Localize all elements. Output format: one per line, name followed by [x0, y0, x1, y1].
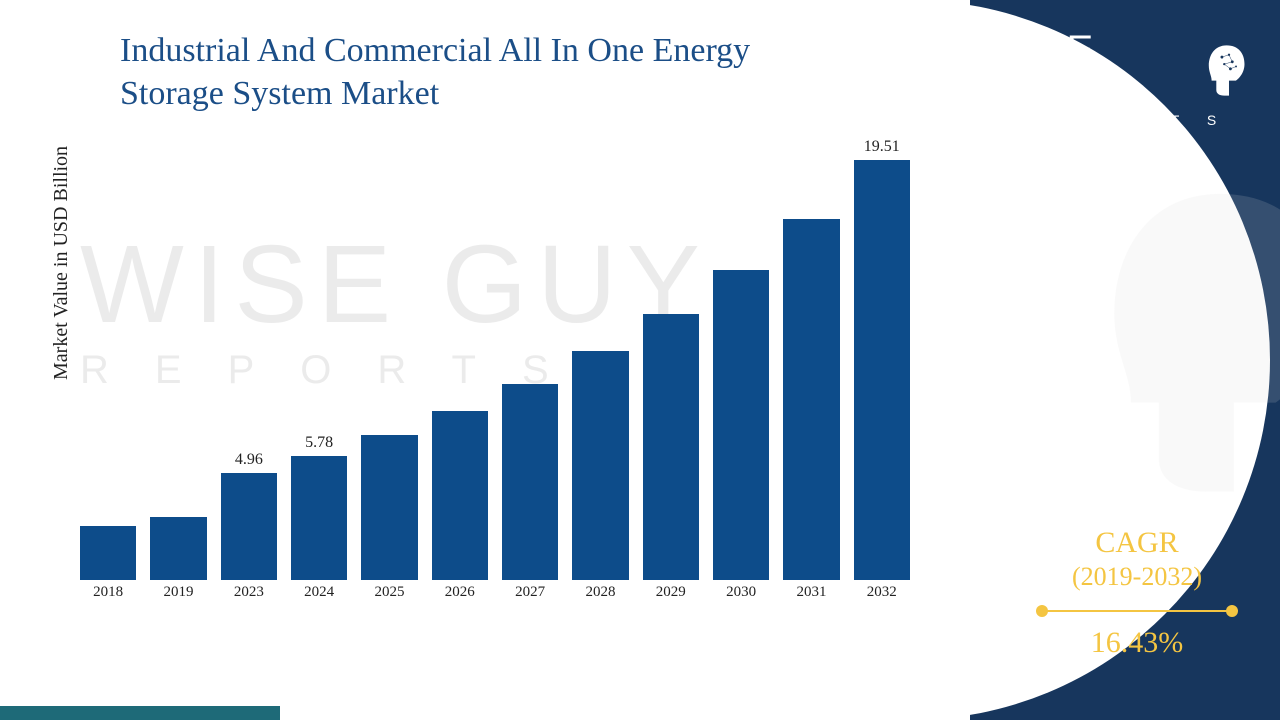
bar-wrap [150, 495, 206, 581]
cagr-title: CAGR [1022, 526, 1252, 560]
chart-title: Industrial And Commercial All In One Ene… [120, 30, 760, 115]
bar [854, 160, 910, 580]
x-axis-labels: 2018 2019 2023 2024 2025 2026 2027 2028 2029 2030… [80, 584, 910, 601]
x-tick-label: 2023 [221, 584, 277, 601]
bar [361, 435, 417, 580]
bar [783, 219, 839, 580]
y-axis-label: Market Value in USD Billion [50, 146, 73, 380]
x-tick-label: 2031 [783, 584, 839, 601]
logo-main-row: WISE GUY [982, 30, 1252, 110]
x-tick-label: 2018 [80, 584, 136, 601]
bar [150, 517, 206, 581]
bar [713, 270, 769, 580]
bar-wrap: 4.96 [221, 451, 277, 580]
bar-value-label: 4.96 [235, 451, 263, 469]
x-tick-label: 2025 [361, 584, 417, 601]
bar [221, 473, 277, 580]
bar [432, 411, 488, 580]
bar [80, 526, 136, 580]
x-tick-label: 2027 [502, 584, 558, 601]
bar-wrap: 5.78 [291, 434, 347, 580]
bar-value-label: 5.78 [305, 434, 333, 452]
x-tick-label: 2019 [150, 584, 206, 601]
bar-wrap [713, 248, 769, 580]
cagr-divider [1042, 610, 1232, 612]
bar-wrap [783, 197, 839, 580]
x-tick-label: 2028 [572, 584, 628, 601]
brand-logo: WISE GUY R E P O R T S [982, 30, 1252, 128]
bar [572, 351, 628, 580]
cagr-years: (2019-2032) [1022, 562, 1252, 592]
bar [643, 314, 699, 580]
bar-chart: 4.965.7819.51 [80, 160, 910, 580]
bar-wrap [432, 389, 488, 580]
bar-wrap [502, 362, 558, 580]
footer-accent-bar [0, 706, 280, 720]
bar-wrap [643, 292, 699, 580]
bar-value-label: 19.51 [864, 138, 900, 156]
x-tick-label: 2026 [432, 584, 488, 601]
x-tick-label: 2024 [291, 584, 347, 601]
cagr-value: 16.43% [1022, 626, 1252, 660]
logo-text-sub: R E P O R T S [982, 112, 1252, 128]
head-icon [1201, 43, 1252, 97]
bar-wrap [361, 413, 417, 580]
bar-wrap: 19.51 [854, 138, 910, 580]
x-tick-label: 2030 [713, 584, 769, 601]
x-tick-label: 2032 [854, 584, 910, 601]
x-tick-label: 2029 [643, 584, 699, 601]
bar [502, 384, 558, 580]
bar-wrap [572, 329, 628, 580]
logo-text-main: WISE GUY [982, 30, 1195, 110]
watermark-head-icon [1080, 180, 1280, 505]
bar [291, 456, 347, 580]
infographic-canvas: WISE GUY REPORTS WISE GUY R E P O R T S … [0, 0, 1280, 720]
cagr-block: CAGR (2019-2032) 16.43% [1022, 526, 1252, 660]
bar-wrap [80, 504, 136, 580]
